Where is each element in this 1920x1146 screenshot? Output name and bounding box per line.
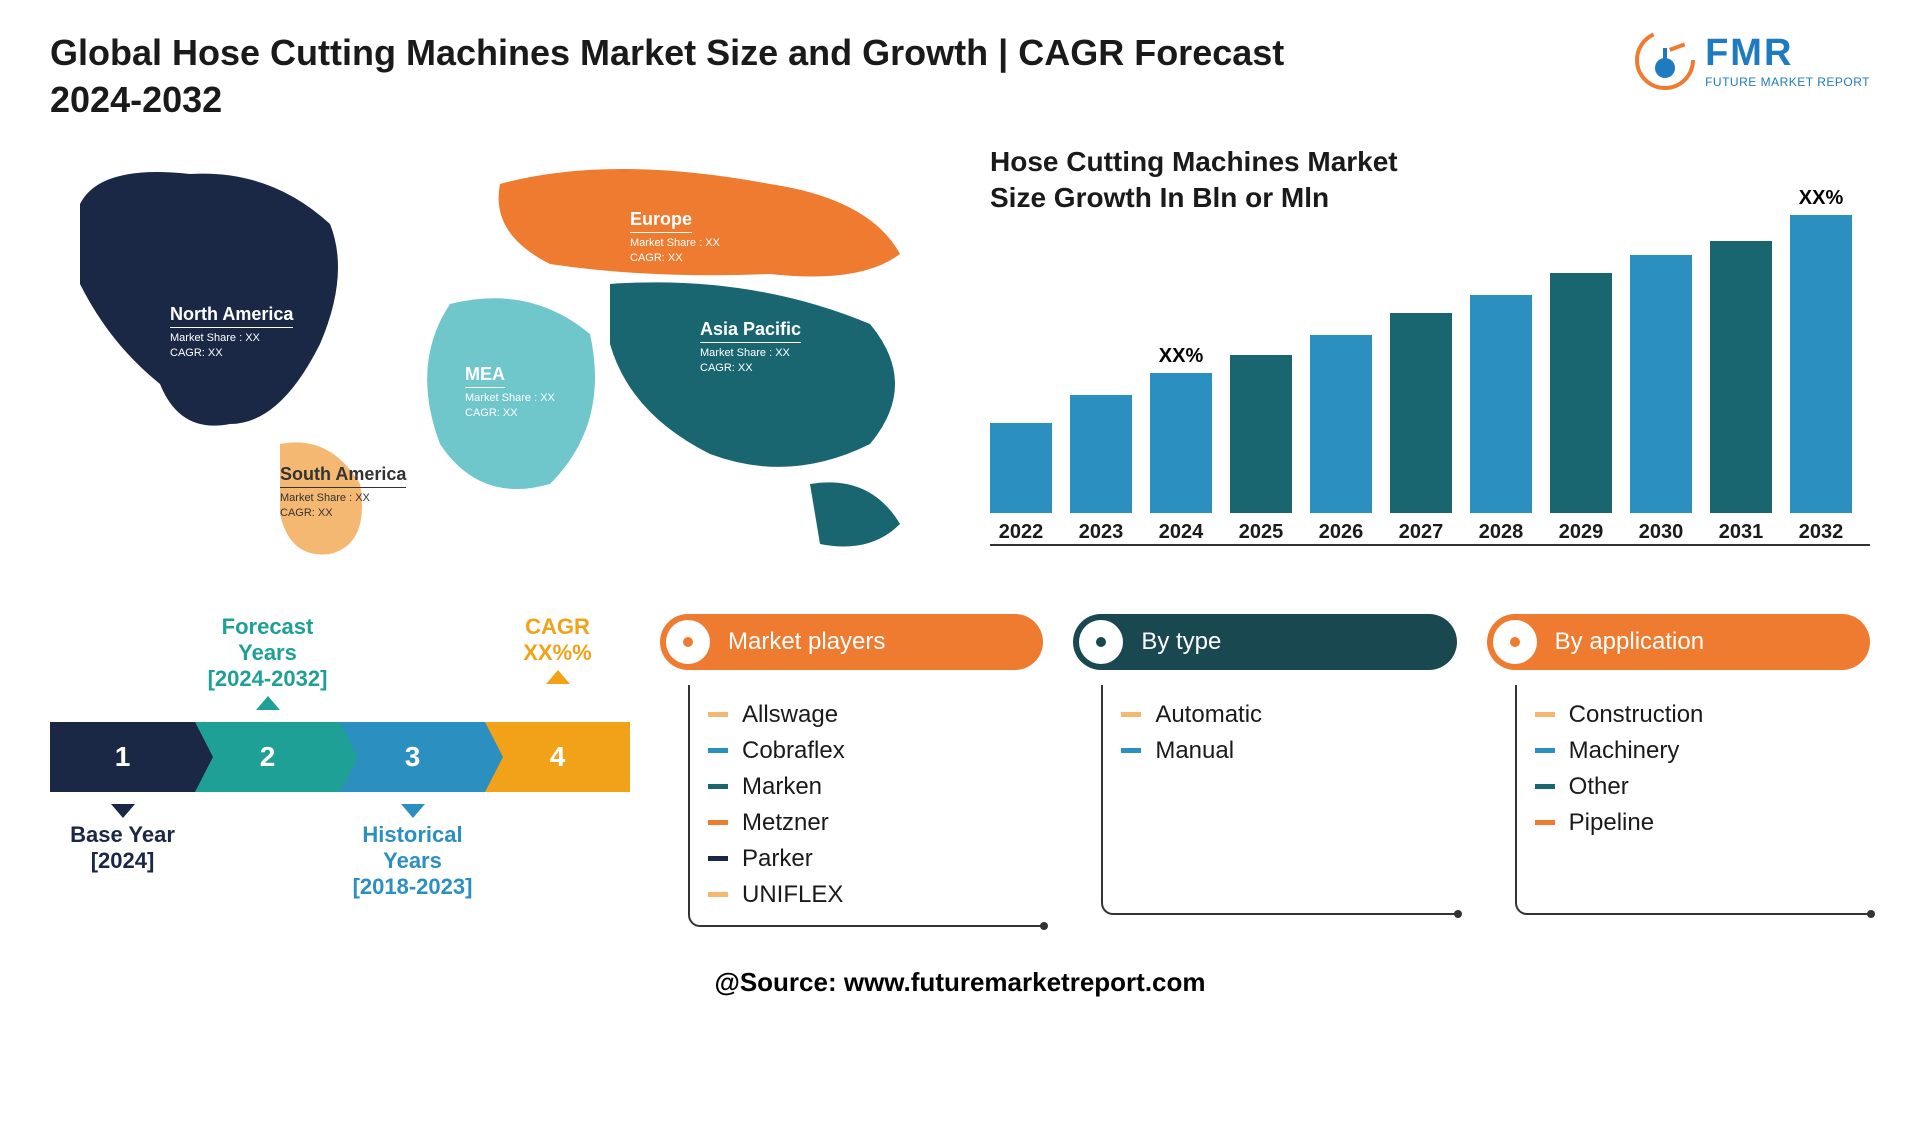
logo-icon	[1635, 30, 1695, 90]
category-list: AutomaticManual	[1101, 685, 1456, 915]
list-item: Machinery	[1517, 733, 1870, 769]
page-title: Global Hose Cutting Machines Market Size…	[50, 30, 1350, 124]
timeline-label-cagr: CAGRXX%%	[485, 614, 630, 714]
map-region-north-america: North AmericaMarket Share : XXCAGR: XX	[170, 304, 293, 362]
world-map: North AmericaMarket Share : XXCAGR: XX So…	[50, 144, 950, 564]
list-item: Other	[1517, 769, 1870, 805]
map-region-south-america: South AmericaMarket Share : XXCAGR: XX	[280, 464, 406, 522]
bars-container: 2022 2023 XX%2024 2025 2026 2027 2028 2029 2030 2…	[990, 226, 1870, 546]
bar-2022: 2022	[990, 423, 1052, 544]
bar-chart: Hose Cutting Machines Market Size Growth…	[990, 144, 1870, 564]
timeline-seg-2: 2	[195, 722, 340, 792]
bar-2027: 2027	[1390, 313, 1452, 544]
list-item: Cobraflex	[690, 733, 1043, 769]
bar-2026: 2026	[1310, 335, 1372, 544]
list-item: Parker	[690, 841, 1043, 877]
category-list: AllswageCobraflexMarkenMetznerParkerUNIF…	[688, 685, 1043, 927]
list-item: Marken	[690, 769, 1043, 805]
bar-2025: 2025	[1230, 355, 1292, 544]
timeline-seg-3: 3	[340, 722, 485, 792]
source-text: @Source: www.futuremarketreport.com	[50, 967, 1870, 998]
category-list: ConstructionMachineryOtherPipeline	[1515, 685, 1870, 915]
timeline-label-base-year: Base Year[2024]	[50, 800, 195, 900]
list-item: UNIFLEX	[690, 877, 1043, 913]
list-item: Automatic	[1103, 697, 1456, 733]
list-item: Metzner	[690, 805, 1043, 841]
category-pill: By type	[1073, 614, 1456, 670]
bar-2023: 2023	[1070, 395, 1132, 544]
timeline-label-historical-years: Historical Years[2018-2023]	[340, 800, 485, 900]
map-region-mea: MEAMarket Share : XXCAGR: XX	[465, 364, 555, 422]
list-item: Allswage	[690, 697, 1043, 733]
logo-sub-text: FUTURE MARKET REPORT	[1705, 75, 1870, 89]
bar-2029: 2029	[1550, 273, 1612, 544]
logo: FMR FUTURE MARKET REPORT	[1635, 30, 1870, 90]
logo-main-text: FMR	[1705, 32, 1870, 75]
category-by-application: By application ConstructionMachineryOther…	[1487, 614, 1870, 927]
timeline-seg-4: 4	[485, 722, 630, 792]
timeline: Forecast Years[2024-2032] CAGRXX%% 1234 B…	[50, 614, 630, 927]
list-item: Construction	[1517, 697, 1870, 733]
category-pill: Market players	[660, 614, 1043, 670]
bar-2032: XX%2032	[1790, 215, 1852, 544]
list-item: Pipeline	[1517, 805, 1870, 841]
chart-title: Hose Cutting Machines Market Size Growth…	[990, 144, 1410, 217]
bar-2028: 2028	[1470, 295, 1532, 544]
map-region-asia-pacific: Asia PacificMarket Share : XXCAGR: XX	[700, 319, 801, 377]
category-by-type: By type AutomaticManual	[1073, 614, 1456, 927]
timeline-label-forecast-years: Forecast Years[2024-2032]	[195, 614, 340, 714]
category-market-players: Market players AllswageCobraflexMarkenMet…	[660, 614, 1043, 927]
category-pill: By application	[1487, 614, 1870, 670]
bar-2031: 2031	[1710, 241, 1772, 544]
map-region-europe: EuropeMarket Share : XXCAGR: XX	[630, 209, 720, 267]
bar-2030: 2030	[1630, 255, 1692, 544]
timeline-seg-1: 1	[50, 722, 195, 792]
list-item: Manual	[1103, 733, 1456, 769]
bar-2024: XX%2024	[1150, 373, 1212, 544]
